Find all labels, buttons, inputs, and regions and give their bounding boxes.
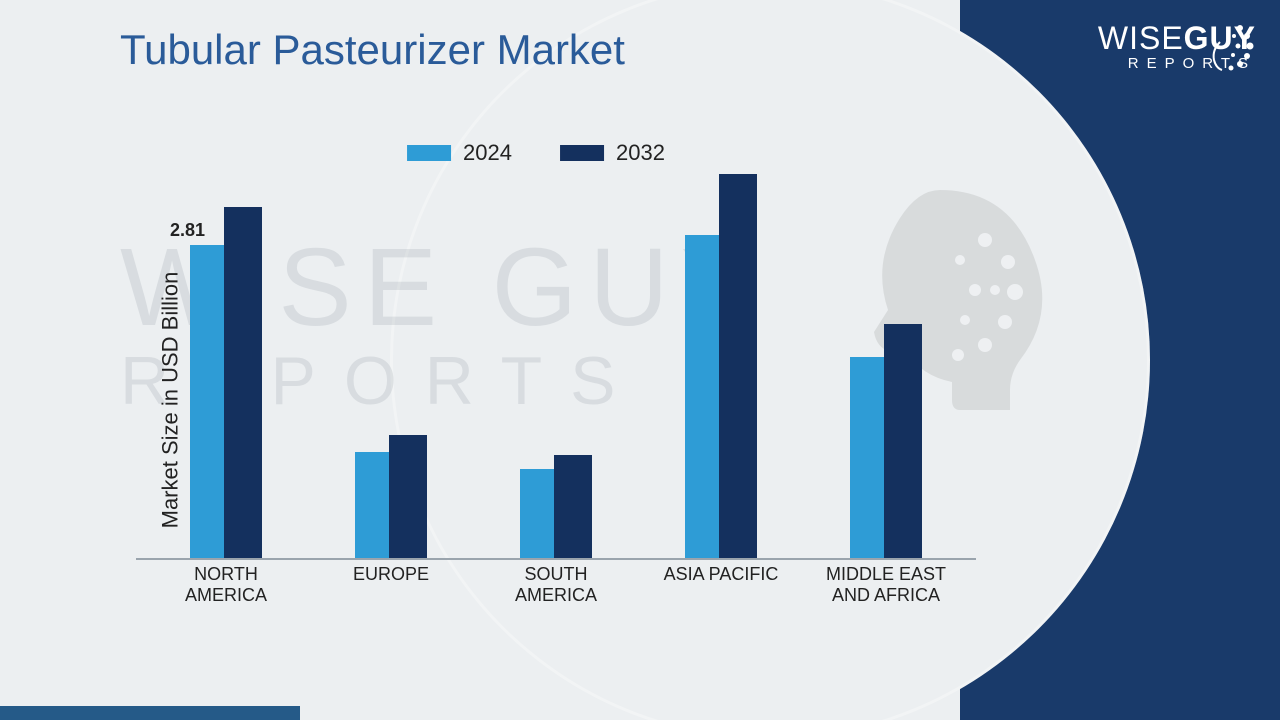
legend-label: 2024 (463, 140, 512, 166)
side-panel (960, 0, 1280, 720)
category-label: MIDDLE EAST AND AFRICA (816, 564, 956, 605)
bar (884, 324, 922, 558)
plot-region: 2.81NORTH AMERICA EUROPE SOUTH AMERICA ASIA… (136, 170, 976, 560)
footer-accent-bar (0, 706, 300, 720)
bar (685, 235, 723, 558)
logo-word-1: WISE (1098, 20, 1184, 56)
legend-item: 2032 (560, 140, 665, 166)
bar (190, 245, 228, 558)
bar (520, 469, 558, 558)
brand-logo: WISEGUY REPORTS (1098, 22, 1256, 71)
logo-word-2: GUY (1184, 20, 1256, 56)
bar-group: SOUTH AMERICA (496, 455, 616, 558)
bar (850, 357, 888, 558)
bar-group: EUROPE (331, 435, 451, 558)
bar-group: 2.81NORTH AMERICA (166, 207, 286, 558)
bar-group: ASIA PACIFIC (661, 174, 781, 558)
bar (224, 207, 262, 558)
bar (554, 455, 592, 558)
category-label: SOUTH AMERICA (486, 564, 626, 605)
legend-swatch-2024 (407, 145, 451, 161)
bar-value-label: 2.81 (170, 220, 205, 241)
bar-group: MIDDLE EAST AND AFRICA (826, 324, 946, 558)
chart-area: Market Size in USD Billion 2024 2032 2.8… (96, 150, 976, 650)
logo-subtext: REPORTS (1098, 56, 1256, 71)
legend-label: 2032 (616, 140, 665, 166)
legend-swatch-2032 (560, 145, 604, 161)
bar (389, 435, 427, 558)
legend: 2024 2032 (407, 140, 665, 166)
category-label: EUROPE (321, 564, 461, 585)
bar (355, 452, 393, 558)
category-label: NORTH AMERICA (156, 564, 296, 605)
category-label: ASIA PACIFIC (651, 564, 791, 585)
legend-item: 2024 (407, 140, 512, 166)
page-root: WISEGUY REPORTS Tubular Pasteurizer Mark… (0, 0, 1280, 720)
chart-title: Tubular Pasteurizer Market (120, 26, 625, 74)
bar (719, 174, 757, 558)
